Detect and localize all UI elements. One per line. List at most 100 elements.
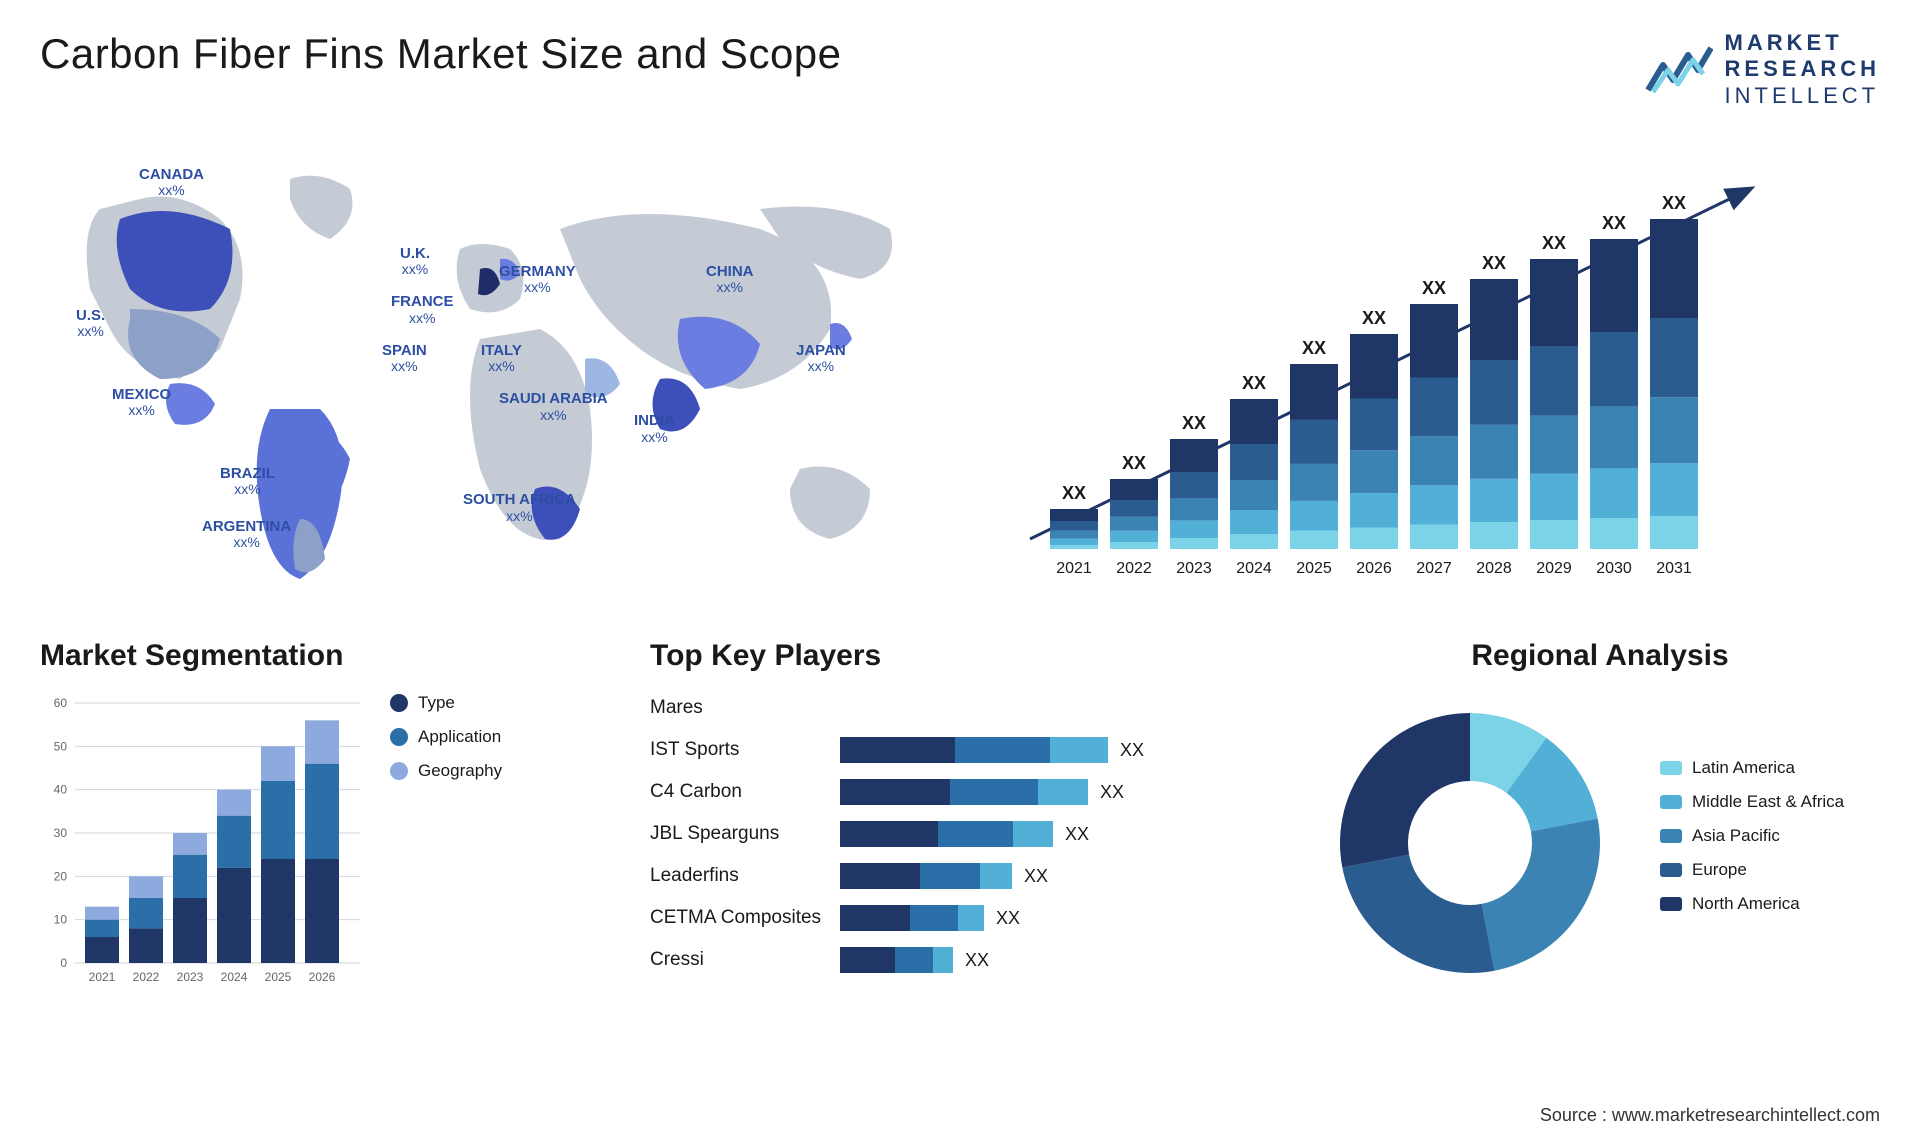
- map-country-label: CHINAxx%: [706, 264, 754, 296]
- svg-text:2022: 2022: [133, 970, 160, 984]
- player-bar: [840, 947, 953, 973]
- svg-text:2021: 2021: [1056, 560, 1092, 577]
- svg-text:XX: XX: [1542, 233, 1566, 253]
- regional-legend-item: Latin America: [1660, 758, 1844, 778]
- segmentation-legend: Type Application Geography: [390, 693, 502, 993]
- regional-panel: Regional Analysis Latin America Middle Ea…: [1320, 639, 1880, 1019]
- svg-text:2023: 2023: [1176, 560, 1212, 577]
- regional-title: Regional Analysis: [1320, 639, 1880, 673]
- svg-text:XX: XX: [1362, 308, 1386, 328]
- map-country-label: U.S.xx%: [76, 308, 105, 340]
- svg-text:60: 60: [54, 696, 68, 710]
- page-title: Carbon Fiber Fins Market Size and Scope: [40, 30, 842, 78]
- player-bar: [840, 821, 1053, 847]
- segmentation-panel: Market Segmentation 01020304050602021202…: [40, 639, 600, 1019]
- player-bar: [840, 737, 1108, 763]
- player-value: XX: [1065, 824, 1089, 845]
- player-row: Mares: [650, 693, 1270, 723]
- svg-text:2030: 2030: [1596, 560, 1632, 577]
- world-map-panel: CANADAxx% U.S.xx% MEXICOxx% BRAZILxx% ARGENT…: [40, 149, 940, 589]
- map-country-label: CANADAxx%: [139, 167, 204, 199]
- svg-text:2026: 2026: [1356, 560, 1392, 577]
- key-players-panel: Top Key Players MaresIST SportsXXC4 Carb…: [650, 639, 1270, 1019]
- regional-legend-item: Europe: [1660, 860, 1844, 880]
- svg-text:40: 40: [54, 783, 68, 797]
- logo-line2: RESEARCH: [1725, 56, 1880, 82]
- map-country-label: BRAZILxx%: [220, 466, 275, 498]
- segmentation-title: Market Segmentation: [40, 639, 600, 673]
- player-value: XX: [996, 908, 1020, 929]
- player-name: C4 Carbon: [650, 781, 840, 803]
- svg-text:XX: XX: [1662, 193, 1686, 213]
- map-country-label: INDIAxx%: [634, 413, 675, 445]
- map-country-label: JAPANxx%: [796, 343, 846, 375]
- brand-logo-icon: [1643, 40, 1713, 100]
- player-value: XX: [965, 950, 989, 971]
- regional-legend-item: Middle East & Africa: [1660, 792, 1844, 812]
- map-country-label: FRANCExx%: [391, 294, 454, 326]
- player-bar: [840, 863, 1012, 889]
- player-name: Leaderfins: [650, 865, 840, 887]
- player-name: Cressi: [650, 949, 840, 971]
- regional-legend-item: Asia Pacific: [1660, 826, 1844, 846]
- player-row: C4 Carbon XX: [650, 777, 1270, 807]
- svg-text:2021: 2021: [89, 970, 116, 984]
- source-attribution: Source : www.marketresearchintellect.com: [1540, 1105, 1880, 1126]
- map-country-label: SOUTH AFRICAxx%: [463, 492, 576, 524]
- svg-text:XX: XX: [1242, 373, 1266, 393]
- logo-line3: INTELLECT: [1725, 83, 1880, 109]
- svg-text:XX: XX: [1602, 213, 1626, 233]
- growth-chart-panel: XX 2021 XX 2022 XX 2023 XX 2024 XX 2025 XX 2026 XX 20…: [980, 149, 1880, 589]
- map-country-label: SAUDI ARABIAxx%: [499, 391, 608, 423]
- svg-text:2024: 2024: [221, 970, 248, 984]
- player-row: CETMA Composites XX: [650, 903, 1270, 933]
- svg-text:XX: XX: [1302, 338, 1326, 358]
- svg-text:2028: 2028: [1476, 560, 1512, 577]
- player-value: XX: [1120, 740, 1144, 761]
- svg-text:2029: 2029: [1536, 560, 1572, 577]
- segmentation-legend-item: Geography: [390, 761, 502, 781]
- svg-text:10: 10: [54, 913, 68, 927]
- svg-text:XX: XX: [1422, 278, 1446, 298]
- svg-text:2025: 2025: [1296, 560, 1332, 577]
- key-players-list: MaresIST SportsXXC4 CarbonXXJBL Speargun…: [650, 693, 1270, 975]
- player-row: IST Sports XX: [650, 735, 1270, 765]
- segmentation-legend-item: Application: [390, 727, 502, 747]
- map-country-label: U.K.xx%: [400, 246, 430, 278]
- segmentation-legend-item: Type: [390, 693, 502, 713]
- svg-text:2027: 2027: [1416, 560, 1452, 577]
- svg-text:2024: 2024: [1236, 560, 1272, 577]
- svg-text:XX: XX: [1182, 413, 1206, 433]
- brand-logo: MARKET RESEARCH INTELLECT: [1643, 30, 1880, 109]
- svg-text:XX: XX: [1062, 483, 1086, 503]
- logo-line1: MARKET: [1725, 30, 1880, 56]
- player-bar: [840, 779, 1088, 805]
- svg-text:2025: 2025: [265, 970, 292, 984]
- player-row: JBL Spearguns XX: [650, 819, 1270, 849]
- player-row: Cressi XX: [650, 945, 1270, 975]
- player-name: Mares: [650, 697, 840, 719]
- svg-text:XX: XX: [1482, 253, 1506, 273]
- player-name: JBL Spearguns: [650, 823, 840, 845]
- svg-text:XX: XX: [1122, 453, 1146, 473]
- regional-legend: Latin America Middle East & Africa Asia Pa…: [1660, 758, 1844, 928]
- map-country-label: GERMANYxx%: [499, 264, 576, 296]
- regional-legend-item: North America: [1660, 894, 1844, 914]
- growth-chart: XX 2021 XX 2022 XX 2023 XX 2024 XX 2025 XX 2026 XX 20…: [980, 149, 1880, 589]
- player-bar: [840, 905, 984, 931]
- key-players-title: Top Key Players: [650, 639, 1270, 673]
- map-country-label: MEXICOxx%: [112, 387, 171, 419]
- player-row: LeaderfinsXX: [650, 861, 1270, 891]
- svg-text:2026: 2026: [309, 970, 336, 984]
- svg-text:30: 30: [54, 826, 68, 840]
- regional-donut-chart: [1320, 693, 1620, 993]
- segmentation-chart: 0102030405060202120222023202420252026: [40, 693, 360, 993]
- player-name: CETMA Composites: [650, 907, 840, 929]
- svg-text:20: 20: [54, 870, 68, 884]
- map-country-label: SPAINxx%: [382, 343, 427, 375]
- player-name: IST Sports: [650, 739, 840, 761]
- map-country-label: ARGENTINAxx%: [202, 519, 291, 551]
- player-value: XX: [1100, 782, 1124, 803]
- svg-text:2031: 2031: [1656, 560, 1692, 577]
- svg-text:2022: 2022: [1116, 560, 1152, 577]
